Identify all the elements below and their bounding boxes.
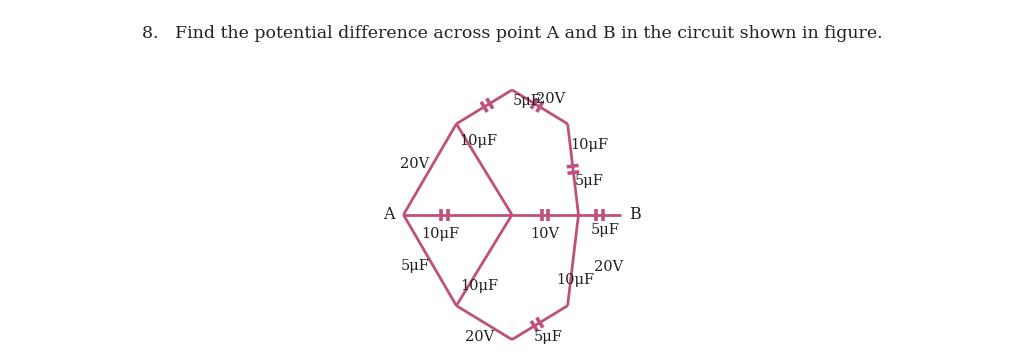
Text: 8.   Find the potential difference across point A and B in the circuit shown in : 8. Find the potential difference across … bbox=[141, 25, 883, 43]
Text: B: B bbox=[630, 206, 641, 223]
Text: 10μF: 10μF bbox=[556, 273, 594, 287]
Text: 5μF: 5μF bbox=[400, 259, 429, 273]
Text: 5μF: 5μF bbox=[534, 330, 562, 344]
Text: A: A bbox=[383, 206, 394, 223]
Text: 10μF: 10μF bbox=[422, 227, 460, 241]
Text: 10μF: 10μF bbox=[570, 138, 608, 152]
Text: 20V: 20V bbox=[537, 92, 565, 106]
Text: 5μF: 5μF bbox=[574, 174, 603, 188]
Text: 20V: 20V bbox=[465, 330, 495, 344]
Text: 10μF: 10μF bbox=[460, 279, 498, 293]
Text: 20V: 20V bbox=[400, 157, 430, 171]
Text: 5μF: 5μF bbox=[591, 223, 620, 237]
Text: 10μF: 10μF bbox=[460, 134, 498, 148]
Text: 20V: 20V bbox=[594, 260, 624, 274]
Text: 5μF: 5μF bbox=[512, 94, 542, 108]
Text: 10V: 10V bbox=[530, 227, 560, 241]
